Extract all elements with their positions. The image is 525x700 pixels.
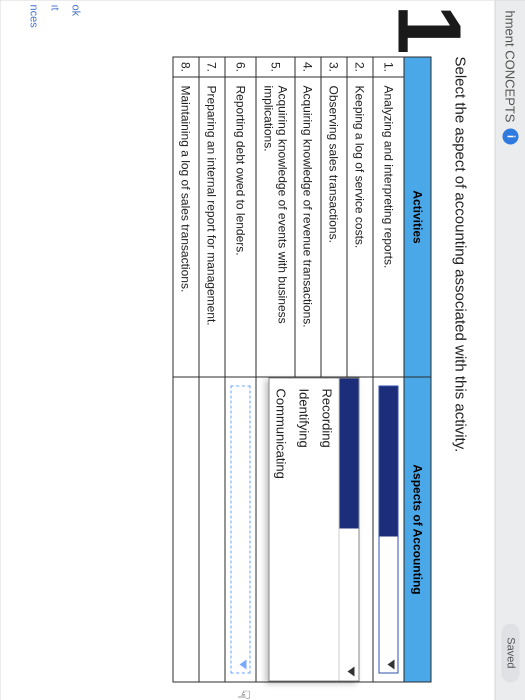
sidebar-link-nces[interactable]: nces [22, 4, 43, 38]
row-num: 3. [321, 57, 347, 77]
aspect-select-8[interactable] [173, 377, 199, 682]
cursor-icon: ☟ [233, 689, 253, 699]
row-text: Reporting debt owed to lenders. [225, 77, 256, 377]
dropdown-selected[interactable] [339, 378, 359, 680]
row-num: 1. [373, 57, 404, 77]
dropdown-option-identifying[interactable]: Identifying [293, 378, 316, 680]
saved-pill: Saved [501, 623, 519, 682]
header-title: hment CONCEPTS [503, 10, 518, 122]
row-num: 7. [199, 57, 225, 77]
row-text: Observing sales transactions. [321, 77, 347, 377]
chevron-down-icon [348, 666, 355, 676]
row-text: Acquiring knowledge of revenue transacti… [295, 77, 321, 377]
aspect-dropdown-open[interactable]: Recording Identifying Communicating [269, 377, 360, 681]
row-text: Preparing an internal report for managem… [199, 77, 225, 377]
info-icon[interactable]: i [502, 128, 518, 144]
row-num: 4. [295, 57, 321, 77]
table-row: 2. Keeping a log of service costs. Recor… [347, 57, 373, 682]
table-row: 8. Maintaining a log of sales transactio… [173, 57, 199, 682]
row-num: 5. [256, 57, 295, 77]
row-num: 6. [225, 57, 256, 77]
sidebar-link-it[interactable]: ıt [43, 4, 64, 38]
left-tab-fragments: ok ıt nces [22, 0, 85, 38]
table-row: 6. Reporting debt owed to lenders. ☟ [225, 57, 256, 682]
aspect-select-7[interactable] [199, 377, 225, 682]
aspect-select-1[interactable] [373, 377, 404, 682]
row-text: Keeping a log of service costs. [347, 77, 373, 377]
row-text: Acquiring knowledge of events with busin… [256, 77, 295, 377]
chevron-down-icon [387, 659, 394, 669]
top-header: hment CONCEPTS i Saved [494, 0, 525, 700]
header-aspects: Aspects of Accounting [404, 377, 431, 682]
activity-table: Activities Aspects of Accounting 1. Anal… [172, 56, 431, 682]
dropdown-option-communicating[interactable]: Communicating [270, 378, 293, 680]
row-num: 8. [173, 57, 199, 77]
aspect-select-6[interactable]: ☟ [225, 377, 256, 682]
sidebar-link-ok[interactable]: ok [64, 4, 85, 38]
table-row: 1. Analyzing and interpreting reports. [373, 57, 404, 682]
chevron-down-icon [239, 659, 246, 669]
row-text: Analyzing and interpreting reports. [373, 77, 404, 377]
dropdown-option-recording[interactable]: Recording [316, 378, 339, 680]
row-num: 2. [347, 57, 373, 77]
header-activities: Activities [404, 57, 431, 377]
table-row: 7. Preparing an internal report for mana… [199, 57, 225, 682]
row-text: Maintaining a log of sales transactions. [173, 77, 199, 377]
instruction-text: Select the aspect of accounting associat… [451, 56, 468, 682]
